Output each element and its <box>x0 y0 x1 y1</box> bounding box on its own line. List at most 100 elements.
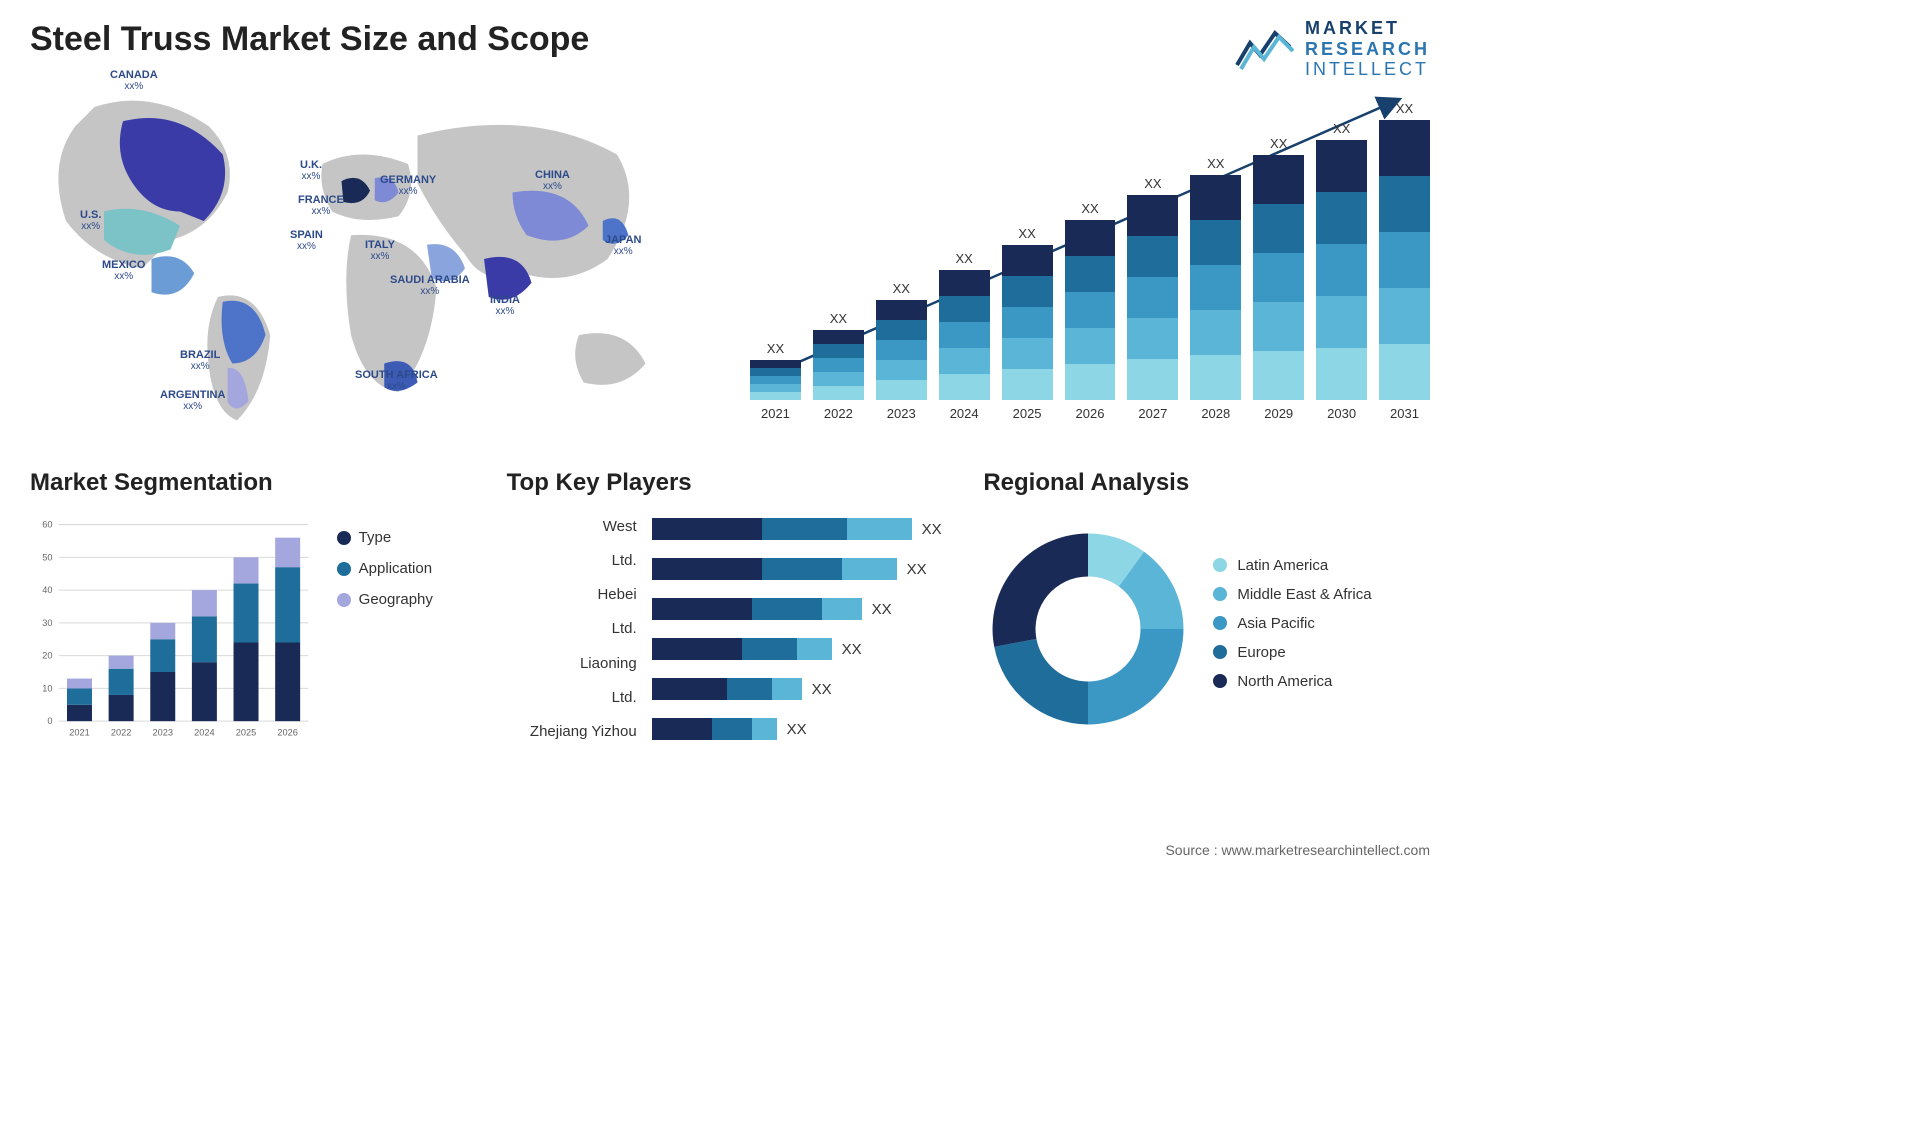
legend-item: Latin America <box>1213 557 1430 574</box>
svg-text:2024: 2024 <box>194 727 214 737</box>
growth-bar: XX 2027 <box>1127 176 1178 421</box>
growth-bar: XX 2029 <box>1253 136 1304 421</box>
legend-item: North America <box>1213 673 1430 690</box>
growth-bar: XX 2021 <box>750 341 801 421</box>
map-label: FRANCExx% <box>298 194 344 217</box>
key-player-label: Ltd. <box>507 620 637 637</box>
legend-item: Asia Pacific <box>1213 615 1430 632</box>
key-player-label: Ltd. <box>507 689 637 706</box>
growth-bar: XX 2031 <box>1379 101 1430 421</box>
growth-bar: XX 2022 <box>813 311 864 421</box>
growth-bar-year: 2029 <box>1264 406 1293 421</box>
legend-item: Middle East & Africa <box>1213 586 1430 603</box>
key-player-label: Zhejiang Yizhou <box>507 723 637 740</box>
map-label: SOUTH AFRICAxx% <box>355 369 438 392</box>
page-title: Steel Truss Market Size and Scope <box>30 20 1430 59</box>
growth-bar-year: 2027 <box>1138 406 1167 421</box>
regional-legend: Latin America Middle East & Africa Asia Pa… <box>1213 557 1430 702</box>
growth-bar: XX2023 <box>876 281 927 421</box>
logo-line1: MARKET <box>1305 18 1430 39</box>
growth-bar-value: XX <box>1018 226 1035 241</box>
map-label: CHINAxx% <box>535 169 570 192</box>
growth-bar-year: 2024 <box>950 406 979 421</box>
key-players-bars: XX XX XX XX XX XX <box>652 509 954 749</box>
legend-item: Type <box>337 529 477 546</box>
growth-bar-year: 2031 <box>1390 406 1419 421</box>
growth-bar-value: XX <box>1333 121 1350 136</box>
key-player-value: XX <box>922 521 942 538</box>
key-player-value: XX <box>812 681 832 698</box>
key-player-row: XX <box>652 598 954 620</box>
growth-bar: XX 2026 <box>1065 201 1116 421</box>
key-player-row: XX <box>652 678 954 700</box>
map-label: BRAZILxx% <box>180 349 220 372</box>
segmentation-chart: 0102030405060202120222023202420252026 <box>30 509 317 749</box>
key-player-row: XX <box>652 518 954 540</box>
svg-text:10: 10 <box>42 683 52 693</box>
svg-text:20: 20 <box>42 651 52 661</box>
key-players-title: Top Key Players <box>507 469 954 497</box>
svg-text:60: 60 <box>42 520 52 530</box>
svg-text:2023: 2023 <box>153 727 173 737</box>
growth-bar-value: XX <box>1270 136 1287 151</box>
growth-bar-value: XX <box>830 311 847 326</box>
growth-bar-value: XX <box>1396 101 1413 116</box>
growth-bar-value: XX <box>767 341 784 356</box>
growth-bar: XX 2028 <box>1190 156 1241 421</box>
svg-text:2026: 2026 <box>277 727 297 737</box>
key-player-label: West <box>507 518 637 535</box>
map-label: ARGENTINAxx% <box>160 389 225 412</box>
growth-bar-year: 2030 <box>1327 406 1356 421</box>
growth-bar: XX 2024 <box>939 251 990 421</box>
world-map: CANADAxx%U.S.xx%MEXICOxx%BRAZILxx%ARGENT… <box>30 69 710 449</box>
growth-chart: XX2021XX2022XX2023XX2024XX2025XX2026XX20… <box>750 69 1430 449</box>
key-players-panel: Top Key Players West Ltd. Hebei Ltd. Liaonin… <box>507 469 954 749</box>
map-label: MEXICOxx% <box>102 259 145 282</box>
regional-panel: Regional Analysis Latin America Middle Ea… <box>983 469 1430 749</box>
svg-text:50: 50 <box>42 552 52 562</box>
growth-bar-value: XX <box>956 251 973 266</box>
key-player-value: XX <box>872 601 892 618</box>
key-player-label: Liaoning <box>507 655 637 672</box>
source-text: Source : www.marketresearchintellect.com <box>1165 842 1430 858</box>
regional-donut <box>983 524 1193 734</box>
map-label: GERMANYxx% <box>380 174 436 197</box>
segmentation-title: Market Segmentation <box>30 469 477 497</box>
map-label: JAPANxx% <box>605 234 641 257</box>
map-label: ITALYxx% <box>365 239 395 262</box>
growth-bar-year: 2026 <box>1076 406 1105 421</box>
growth-bar-year: 2023 <box>887 406 916 421</box>
growth-bar-year: 2028 <box>1201 406 1230 421</box>
map-label: U.K.xx% <box>300 159 322 182</box>
growth-bar-value: XX <box>1207 156 1224 171</box>
key-player-row: XX <box>652 638 954 660</box>
legend-item: Europe <box>1213 644 1430 661</box>
key-player-row: XX <box>652 558 954 580</box>
growth-bar-value: XX <box>1144 176 1161 191</box>
growth-bar: XX2025 <box>1002 226 1053 421</box>
svg-text:2025: 2025 <box>236 727 256 737</box>
map-label: INDIAxx% <box>490 294 520 317</box>
key-player-value: XX <box>907 561 927 578</box>
svg-text:2021: 2021 <box>69 727 89 737</box>
key-players-labels: West Ltd. Hebei Ltd. Liaoning Ltd. Zhejiang Yi… <box>507 509 637 749</box>
legend-item: Geography <box>337 591 477 608</box>
growth-bar-year: 2021 <box>761 406 790 421</box>
regional-title: Regional Analysis <box>983 469 1430 497</box>
legend-item: Application <box>337 560 477 577</box>
key-player-label: Ltd. <box>507 552 637 569</box>
logo-line2: RESEARCH <box>1305 39 1430 60</box>
svg-text:30: 30 <box>42 618 52 628</box>
svg-text:0: 0 <box>47 716 52 726</box>
growth-bar-year: 2022 <box>824 406 853 421</box>
growth-bar-value: XX <box>1081 201 1098 216</box>
segmentation-panel: Market Segmentation 01020304050602021202… <box>30 469 477 749</box>
key-player-row: XX <box>652 718 954 740</box>
growth-bar: XX 2030 <box>1316 121 1367 421</box>
map-label: SPAINxx% <box>290 229 323 252</box>
map-label: CANADAxx% <box>110 69 158 92</box>
key-player-label: Hebei <box>507 586 637 603</box>
segmentation-legend: Type Application Geography <box>337 509 477 749</box>
key-player-value: XX <box>787 721 807 738</box>
map-label: SAUDI ARABIAxx% <box>390 274 470 297</box>
